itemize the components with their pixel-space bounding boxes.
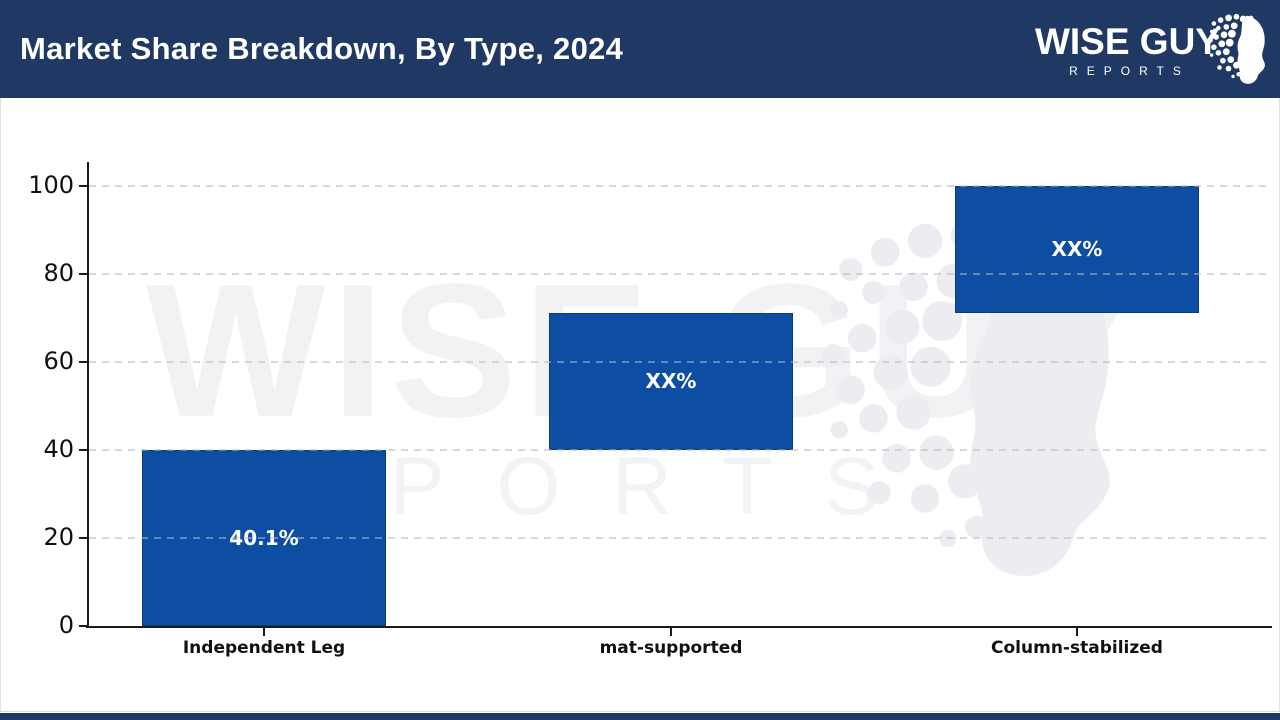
footer-hairline: [0, 711, 1280, 712]
header-bar: Market Share Breakdown, By Type, 2024 WI…: [0, 0, 1280, 98]
ytick-100: [79, 185, 88, 187]
ytick-label-80: 80: [43, 259, 74, 288]
ytick-80: [79, 273, 88, 275]
ytick-label-20: 20: [43, 523, 74, 552]
logo-face-icon: [1208, 13, 1265, 84]
gridline-80: [89, 273, 1272, 275]
category-label-1: Independent Leg: [182, 638, 346, 658]
xtick-3: [1076, 628, 1078, 636]
left-border: [0, 98, 1, 711]
ytick-40: [79, 449, 88, 451]
ytick-label-60: 60: [43, 347, 74, 376]
gridline-20: [89, 537, 1272, 539]
bar-2: XX%: [549, 312, 793, 450]
chart-title: Market Share Breakdown, By Type, 2024: [20, 31, 624, 66]
gridline-60: [89, 361, 1272, 363]
y-axis-spine: [87, 162, 89, 628]
gridline-100: [89, 185, 1272, 187]
logo-subtitle: REPORTS: [1069, 63, 1190, 78]
logo-text: WISE GUY REPORTS: [1035, 23, 1220, 78]
ytick-label-40: 40: [43, 435, 74, 464]
ytick-0: [79, 625, 88, 627]
bar-value-label: XX%: [1051, 237, 1103, 262]
ytick-label-0: 0: [58, 611, 74, 640]
wiseguy-logo: WISE GUY REPORTS: [1000, 6, 1268, 94]
watermark-face-icon: [822, 220, 1110, 576]
bar-value-label: XX%: [645, 369, 697, 394]
xtick-1: [263, 628, 265, 636]
gridline-40: [89, 449, 1272, 451]
category-label-3: Column-stabilized: [991, 638, 1163, 658]
bar-3: XX%: [955, 186, 1199, 313]
logo-wordmark: WISE GUY: [1034, 20, 1220, 62]
ytick-20: [79, 537, 88, 539]
x-axis-spine: [86, 626, 1272, 628]
category-label-2: mat-supported: [599, 638, 743, 658]
ytick-60: [79, 361, 88, 363]
footer-bar: [0, 713, 1280, 720]
xtick-2: [670, 628, 672, 636]
ytick-label-100: 100: [28, 171, 74, 200]
